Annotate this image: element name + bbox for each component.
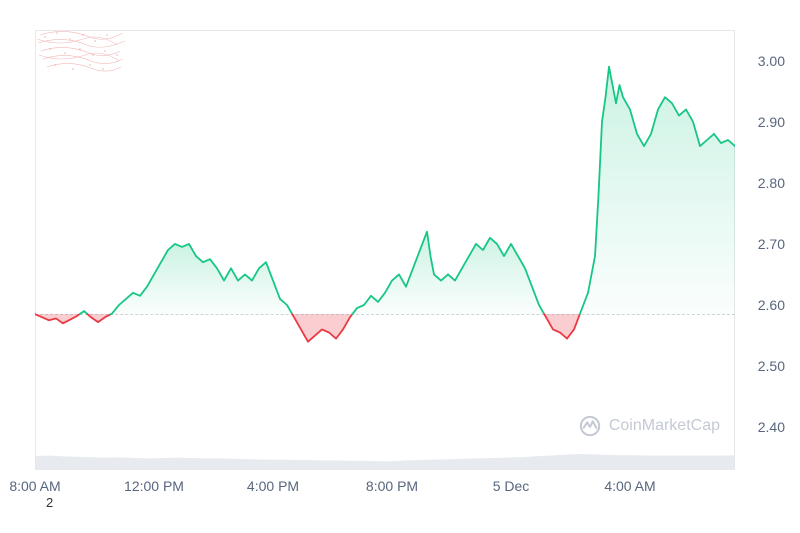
page-number: 2: [46, 495, 53, 510]
y-tick-label: 2.40: [758, 419, 785, 435]
x-tick-label: 12:00 PM: [124, 478, 184, 494]
x-tick-label: 4:00 AM: [604, 478, 655, 494]
y-tick-label: 3.00: [758, 53, 785, 69]
y-tick-label: 2.70: [758, 236, 785, 252]
y-tick-label: 2.50: [758, 358, 785, 374]
y-tick-label: 2.60: [758, 297, 785, 313]
x-tick-label: 4:00 PM: [247, 478, 299, 494]
chart-container: 2.40 2.50 2.60 2.70 2.80 2.90 3.00 8:00 AM 12:0…: [0, 0, 800, 533]
y-tick-label: 2.90: [758, 114, 785, 130]
watermark: CoinMarketCap: [579, 415, 720, 437]
price-chart: [35, 30, 735, 470]
x-tick-label: 5 Dec: [493, 478, 530, 494]
coinmarketcap-icon: [579, 415, 601, 437]
y-tick-label: 2.80: [758, 175, 785, 191]
x-tick-label: 8:00 PM: [366, 478, 418, 494]
watermark-text: CoinMarketCap: [609, 417, 720, 435]
logo-icon: [35, 25, 130, 80]
x-tick-label: 8:00 AM: [9, 478, 60, 494]
